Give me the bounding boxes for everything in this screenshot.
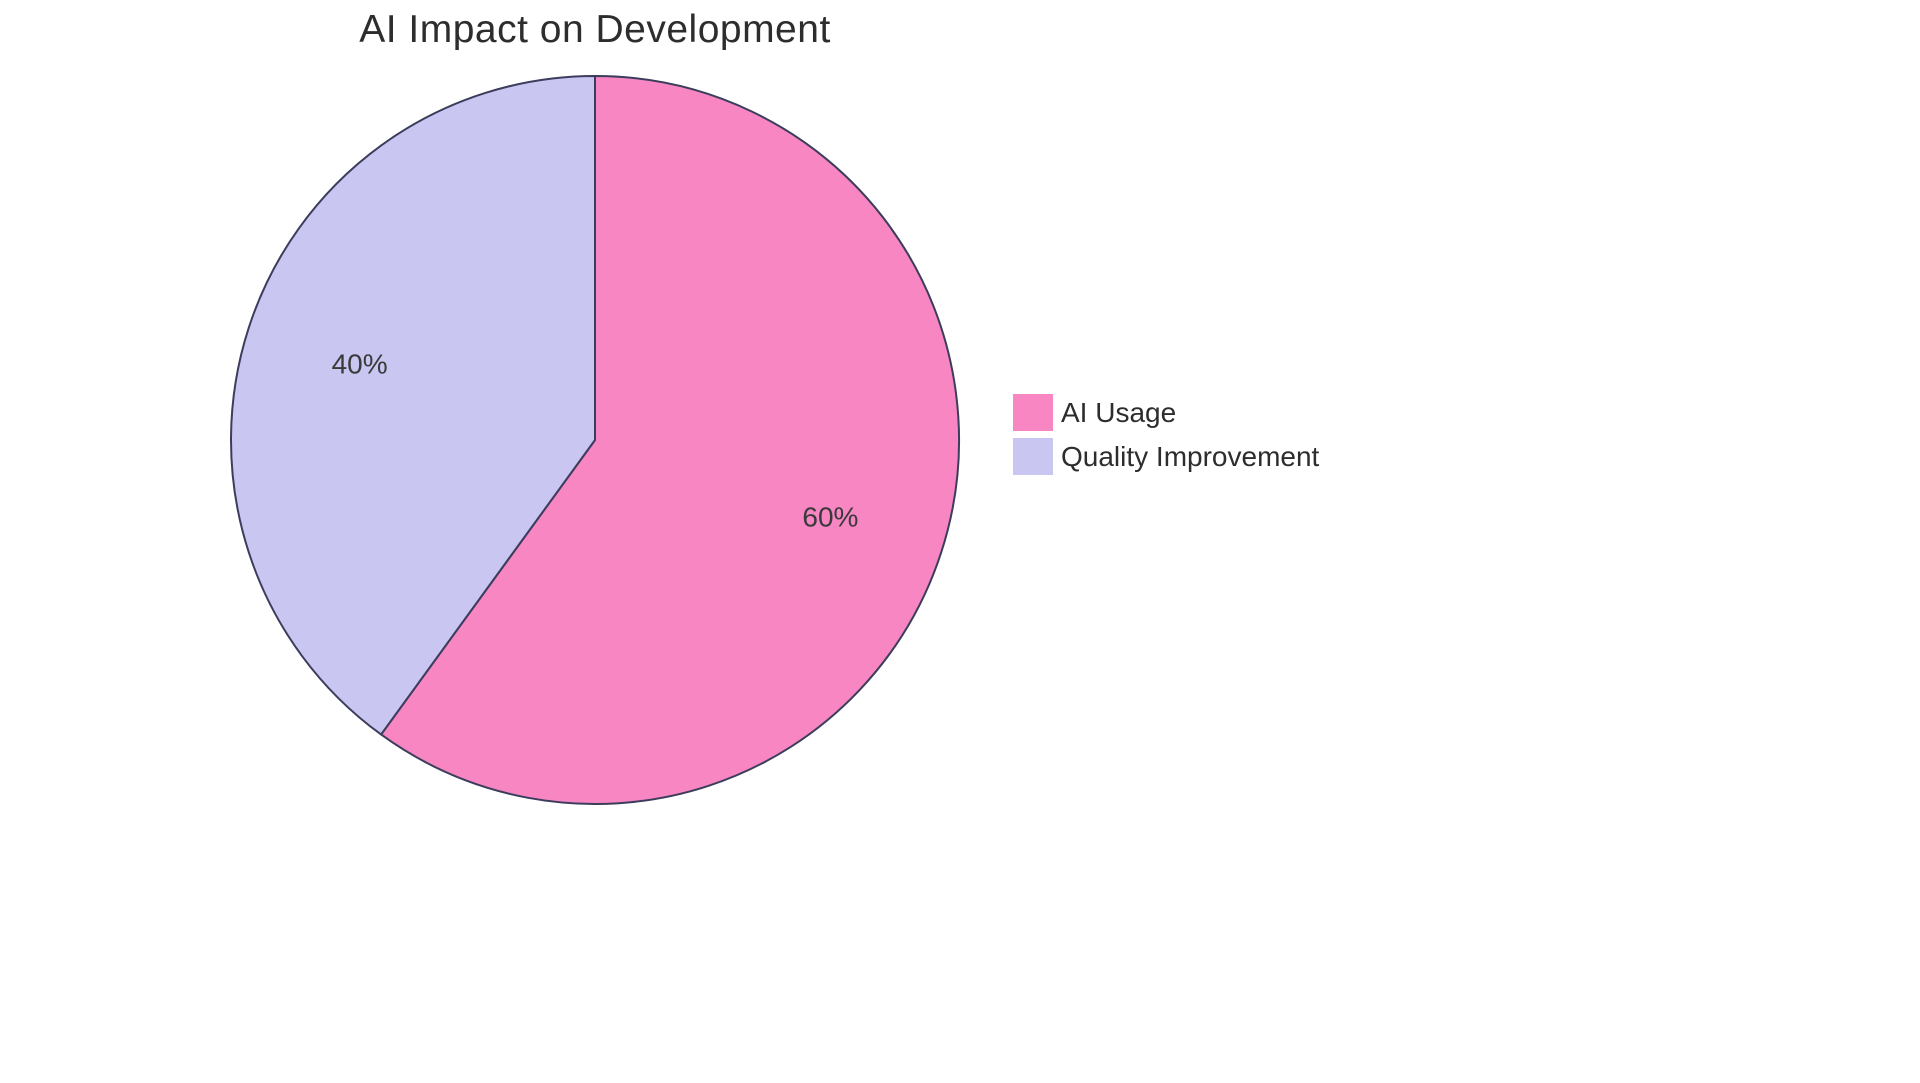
slice-label-ai-usage: 60% (802, 502, 858, 533)
legend-swatch-ai-usage (1013, 394, 1053, 431)
legend-label-ai-usage: AI Usage (1061, 396, 1177, 428)
legend-swatch-quality-improvement (1013, 438, 1053, 475)
chart-title: AI Impact on Development (359, 8, 831, 51)
slice-label-quality-improvement: 40% (332, 349, 388, 380)
legend-item-ai-usage: AI Usage (1013, 394, 1319, 431)
pie-slice-ai-usage (380, 75, 960, 805)
chart-legend: AI Usage Quality Improvement (1013, 394, 1319, 475)
pie-slice-quality-improvement (230, 75, 596, 736)
legend-item-quality-improvement: Quality Improvement (1013, 438, 1319, 475)
legend-label-quality-improvement: Quality Improvement (1061, 440, 1320, 472)
